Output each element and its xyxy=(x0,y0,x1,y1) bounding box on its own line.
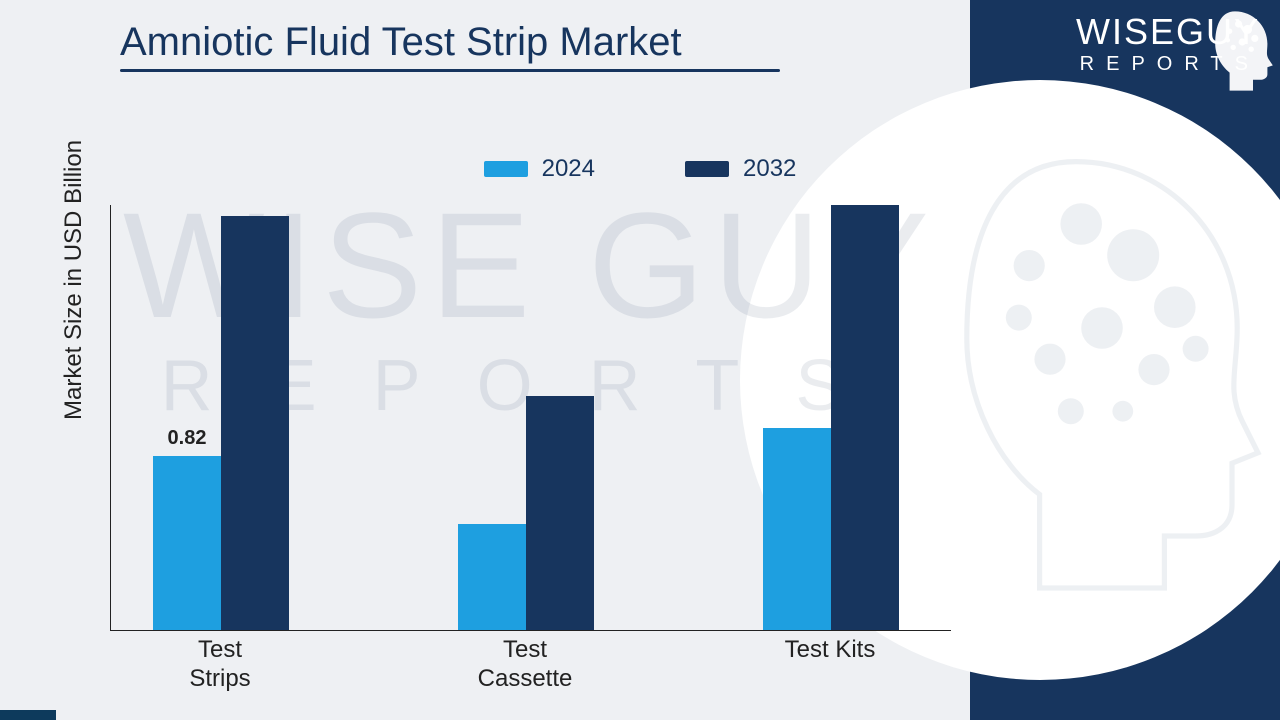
brand-line1a: WISE xyxy=(1076,11,1176,52)
chart-title: Amniotic Fluid Test Strip Market xyxy=(120,20,780,65)
legend-swatch-2024 xyxy=(484,161,528,177)
bar-2032 xyxy=(526,396,594,630)
bar-2032 xyxy=(831,205,899,630)
bar-2032 xyxy=(221,216,289,630)
legend-swatch-2032 xyxy=(685,161,729,177)
x-tick-label: Test Kits xyxy=(785,636,876,665)
legend-item-2024: 2024 xyxy=(484,155,595,183)
x-tick-label: Test Strips xyxy=(189,636,250,694)
y-axis-label: Market Size in USD Billion xyxy=(60,140,88,420)
legend: 2024 2032 xyxy=(0,155,1280,183)
legend-item-2032: 2032 xyxy=(685,155,796,183)
chart-title-block: Amniotic Fluid Test Strip Market xyxy=(120,20,780,72)
legend-label-2032: 2032 xyxy=(743,155,796,183)
bar-2024 xyxy=(763,428,831,630)
brand-head-icon xyxy=(1190,6,1280,96)
legend-label-2024: 2024 xyxy=(542,155,595,183)
x-tick-label: Test Cassette xyxy=(478,636,573,694)
bottom-left-accent xyxy=(0,710,56,720)
bar-2024 xyxy=(458,524,526,630)
plot-area: 0.82 xyxy=(110,205,951,631)
bar-value-label: 0.82 xyxy=(168,427,207,450)
bar-2024 xyxy=(153,456,221,630)
title-underline xyxy=(120,69,780,72)
